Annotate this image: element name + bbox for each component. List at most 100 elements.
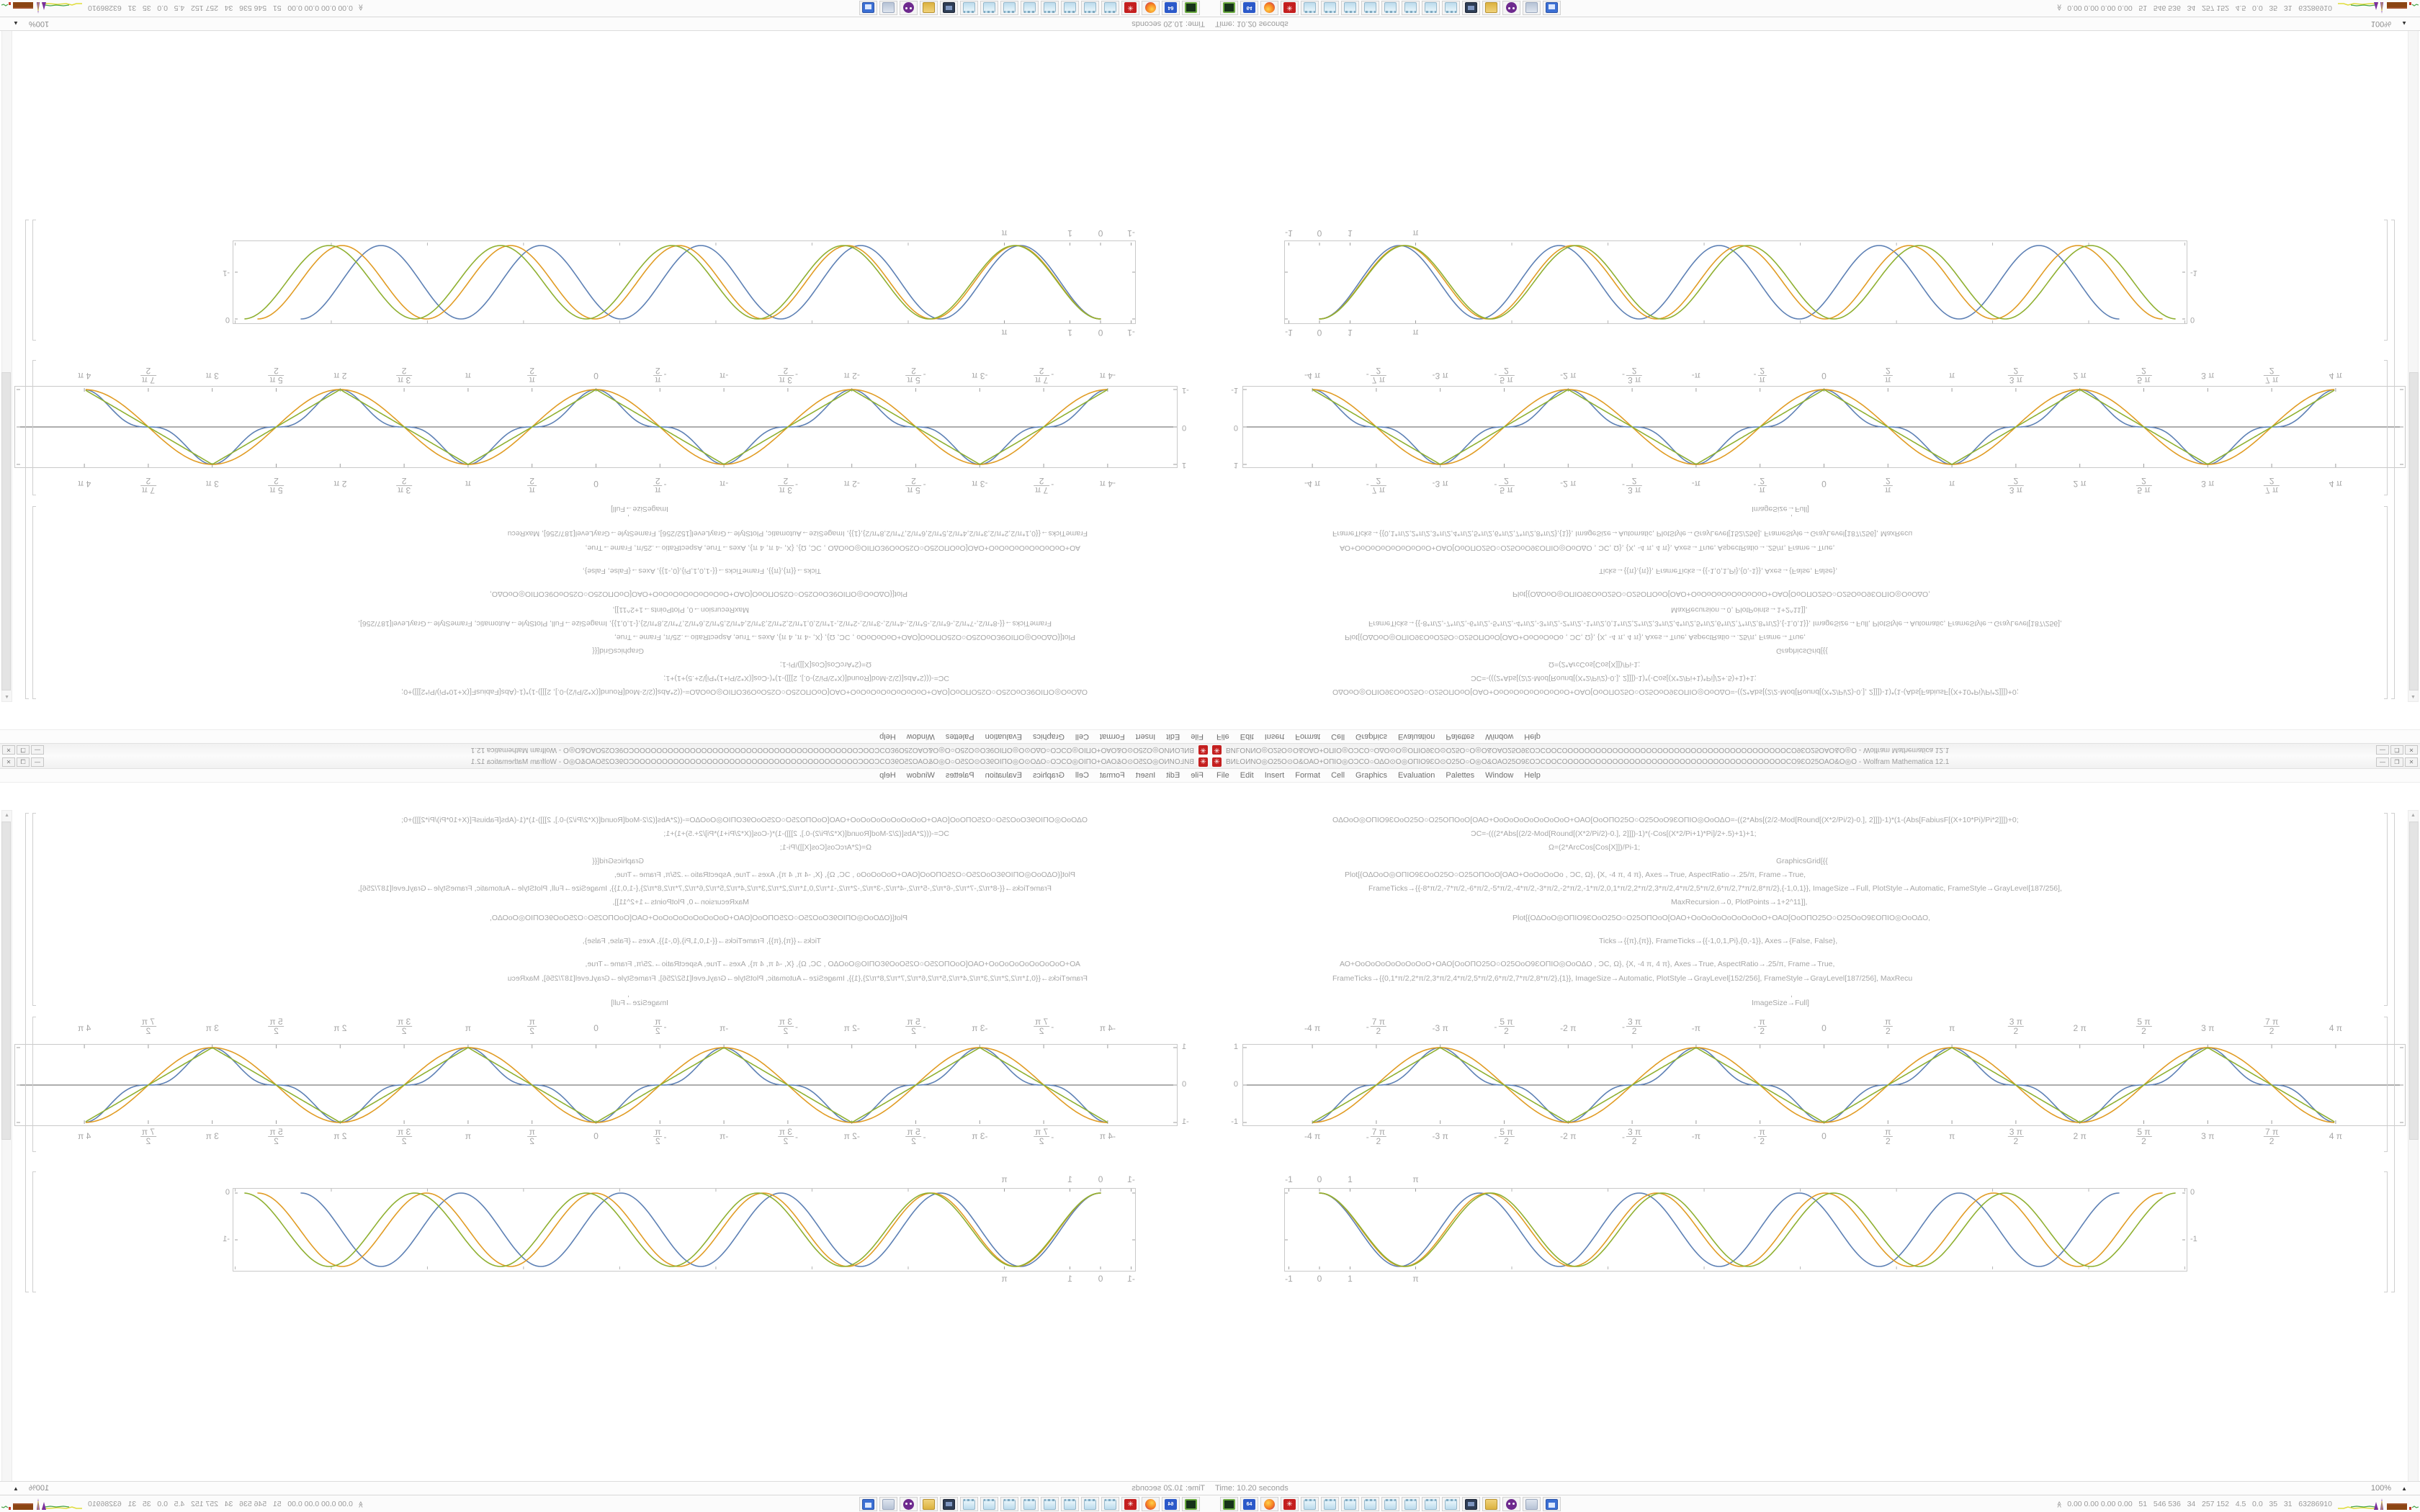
taskbar-button-notepad-6[interactable] — [1402, 1497, 1420, 1511]
taskbar-button-notepad-4[interactable] — [1361, 1, 1379, 15]
minimize-button[interactable]: — — [2376, 745, 2389, 755]
taskbar-button-screen-capture[interactable] — [1220, 1, 1238, 15]
code-line[interactable]: Ω=(2*ArcCos[Cos[X]])/Pi-1; — [1549, 843, 1641, 852]
code-line[interactable]: FrameTicks→{{-8*π/2,-7*π/2,-6*π/2,-5*π/2… — [1368, 884, 2062, 893]
scroll-up-icon[interactable]: ▲ — [2411, 813, 2416, 818]
scroll-up-icon[interactable]: ▲ — [4, 694, 9, 699]
menu-palettes[interactable]: Palettes — [945, 771, 974, 780]
taskbar-button-mathematica[interactable]: ✳ — [1121, 1, 1139, 15]
taskbar-button-floppy-64[interactable]: 64 — [1162, 1, 1180, 15]
taskbar-button-scroll-doc[interactable] — [1523, 1, 1541, 15]
menu-palettes[interactable]: Palettes — [1446, 771, 1475, 780]
code-line[interactable]: GraphicsGrid[{{ — [592, 647, 644, 655]
magnification-dropdown[interactable]: 100% — [2370, 1484, 2391, 1493]
code-line[interactable]: ƆC=-(((2*Abs[(2/2-Mod[Round[(X*2/Pi/2)-0… — [1471, 829, 1757, 838]
taskbar-button-mathematica[interactable]: ✳ — [1281, 1497, 1299, 1511]
close-button[interactable]: ✕ — [2, 745, 15, 755]
taskbar-button-notepad-1[interactable] — [1301, 1, 1319, 15]
taskbar-button-notepad-8[interactable] — [960, 1, 978, 15]
restore-button[interactable]: ❐ — [2390, 745, 2403, 755]
menu-insert[interactable]: Insert — [1264, 732, 1285, 741]
code-line[interactable]: Ω=(2*ArcCos[Cos[X]])/Pi-1; — [779, 843, 871, 852]
taskbar-button-notepad-8[interactable] — [960, 1497, 978, 1511]
vertical-scrollbar[interactable]: ▲ ▼ — [1, 810, 12, 1498]
code-line[interactable]: Ticks→{{π},{π}}, FrameTicks→{{-1,0,1,Pi}… — [582, 567, 821, 575]
cell-bracket-group[interactable] — [25, 813, 29, 1292]
taskbar-button-firefox[interactable] — [1260, 1, 1278, 15]
menu-help[interactable]: Help — [1524, 771, 1541, 780]
cell-bracket-output-a[interactable] — [32, 1017, 36, 1152]
taskbar-button-monitor-camera[interactable] — [940, 1497, 958, 1511]
taskbar-button-notepad-7[interactable] — [1422, 1497, 1440, 1511]
code-line[interactable]: FrameTicks→{{-8*π/2,-7*π/2,-6*π/2,-5*π/2… — [1368, 619, 2062, 628]
taskbar-button-scroll-doc[interactable] — [879, 1497, 897, 1511]
taskbar-button-monitor-camera[interactable] — [1462, 1497, 1480, 1511]
cell-bracket-output-a[interactable] — [2384, 360, 2388, 495]
code-line[interactable]: Ticks→{{π},{π}}, FrameTicks→{{-1,0,1,Pi}… — [1599, 567, 1838, 575]
taskbar-button-notepad-2[interactable] — [1081, 1497, 1099, 1511]
taskbar-button-notepad-3[interactable] — [1341, 1, 1359, 15]
code-line[interactable]: ƆC=-(((2*Abs[(2/2-Mod[Round[(X*2/Pi/2)-0… — [663, 829, 949, 838]
menu-help[interactable]: Help — [879, 771, 896, 780]
taskbar-button-notepad-7[interactable] — [980, 1497, 998, 1511]
taskbar-button-firefox[interactable] — [1260, 1497, 1278, 1511]
magnification-dropdown[interactable]: 100% — [29, 1484, 50, 1493]
close-button[interactable]: ✕ — [2405, 757, 2418, 767]
code-line[interactable]: ImageSize→Full] — [1752, 505, 1809, 513]
code-line[interactable]: Ω=(2*ArcCos[Cos[X]])/Pi-1; — [779, 660, 871, 669]
cell-bracket-input[interactable] — [2384, 506, 2388, 699]
code-line[interactable]: FrameTicks→{{-8*π/2,-7*π/2,-6*π/2,-5*π/2… — [358, 884, 1052, 893]
menu-evaluation[interactable]: Evaluation — [985, 732, 1022, 741]
cell-bracket-output-a[interactable] — [2384, 1017, 2388, 1152]
menu-graphics[interactable]: Graphics — [1355, 732, 1388, 741]
taskbar-button-screen-capture[interactable] — [1220, 1497, 1238, 1511]
taskbar-button-blue-window[interactable] — [859, 1497, 877, 1511]
menu-palettes[interactable]: Palettes — [1446, 732, 1475, 741]
menu-edit[interactable]: Edit — [1166, 732, 1180, 741]
restore-button[interactable]: ❐ — [2390, 757, 2403, 767]
code-line[interactable]: MaxRecursion→0, PlotPoints→1+2^11]], — [1671, 898, 1808, 906]
cell-bracket-group[interactable] — [2391, 813, 2395, 1292]
menu-format[interactable]: Format — [1099, 771, 1125, 780]
code-line[interactable]: Plot[{ΟΔΟοΟ◎ΟΠΙΟ9ƐΟοΟ25Ο○Ο25ΟΠΟοΟ[ΟΑΟ+Οο… — [489, 590, 908, 598]
tray-expand-icon[interactable]: ≫ — [357, 4, 365, 12]
code-line[interactable]: Plot[{ΟΔΟοΟ◎ΟΠΙΟ9ƐΟοΟ25Ο○Ο25ΟΠΟοΟ[ΟΑΟ+Οο… — [1512, 590, 1931, 598]
taskbar-button-floppy-64[interactable]: 64 — [1240, 1, 1258, 15]
code-line[interactable]: ΑΟ+ΟοΟοΟοΟοΟοΟοΟοΟ+ΟΑΟ[ΟοΟΠΟ25Ο○Ο25ΟοΟ9Ɛ… — [585, 960, 1080, 968]
code-line[interactable]: ΑΟ+ΟοΟοΟοΟοΟοΟοΟοΟ+ΟΑΟ[ΟοΟΠΟ25Ο○Ο25ΟοΟ9Ɛ… — [1340, 960, 1835, 968]
taskbar-button-folder[interactable] — [920, 1497, 938, 1511]
taskbar-button-owl-app[interactable] — [900, 1497, 918, 1511]
cell-bracket-input[interactable] — [32, 506, 36, 699]
cell-bracket-group[interactable] — [25, 220, 29, 699]
window-titlebar[interactable]: ✳ ΒИĿΟИΝΟ◎Ο25Ο⊙Ο&ΟΑΟ+ΟΠΙΟ◎ΟϽϹΟ○ΟΔΟ⊙Ο◎ΟΠΙ… — [0, 743, 1210, 756]
taskbar-button-notepad-4[interactable] — [1041, 1497, 1059, 1511]
magnification-arrow-icon[interactable]: ▲ — [13, 1485, 19, 1492]
menu-edit[interactable]: Edit — [1240, 771, 1254, 780]
menu-window[interactable]: Window — [906, 771, 935, 780]
restore-button[interactable]: ❐ — [17, 757, 30, 767]
minimize-button[interactable]: — — [2376, 757, 2389, 767]
taskbar-button-owl-app[interactable] — [1502, 1497, 1520, 1511]
magnification-arrow-icon[interactable]: ▲ — [2401, 1485, 2407, 1492]
taskbar-button-floppy-64[interactable]: 64 — [1162, 1497, 1180, 1511]
menu-evaluation[interactable]: Evaluation — [1398, 771, 1435, 780]
menu-format[interactable]: Format — [1295, 771, 1321, 780]
taskbar-button-folder[interactable] — [1482, 1, 1500, 15]
taskbar-button-floppy-64[interactable]: 64 — [1240, 1497, 1258, 1511]
taskbar-button-folder[interactable] — [920, 1, 938, 15]
magnification-arrow-icon[interactable]: ▲ — [13, 20, 19, 27]
taskbar-button-notepad-6[interactable] — [1402, 1, 1420, 15]
taskbar-button-monitor-camera[interactable] — [940, 1, 958, 15]
menu-format[interactable]: Format — [1295, 732, 1321, 741]
taskbar-button-notepad-2[interactable] — [1321, 1, 1339, 15]
code-line[interactable]: ΟΔΟοΟ◎ΟΠΙΟ9ƐΟοΟ25Ο○Ο25ΟΠΟοΟ[ΟΑΟ+ΟοΟοΟοΟο… — [401, 688, 1088, 696]
taskbar-button-scroll-doc[interactable] — [879, 1, 897, 15]
menu-cell[interactable]: Cell — [1331, 771, 1345, 780]
cell-bracket-group[interactable] — [2391, 220, 2395, 699]
window-titlebar[interactable]: ✳ ΒИĿΟИΝΟ◎Ο25Ο⊙Ο&ΟΑΟ+ΟΠΙΟ◎ΟϽϹΟ○ΟΔΟ⊙Ο◎ΟΠΙ… — [0, 756, 1210, 769]
menu-graphics[interactable]: Graphics — [1355, 771, 1388, 780]
taskbar-button-notepad-2[interactable] — [1081, 1, 1099, 15]
code-line[interactable]: ImageSize→Full] — [611, 505, 668, 513]
menu-edit[interactable]: Edit — [1166, 771, 1180, 780]
code-line[interactable]: ƆC=-(((2*Abs[(2/2-Mod[Round[(X*2/Pi/2)-0… — [1471, 674, 1757, 683]
